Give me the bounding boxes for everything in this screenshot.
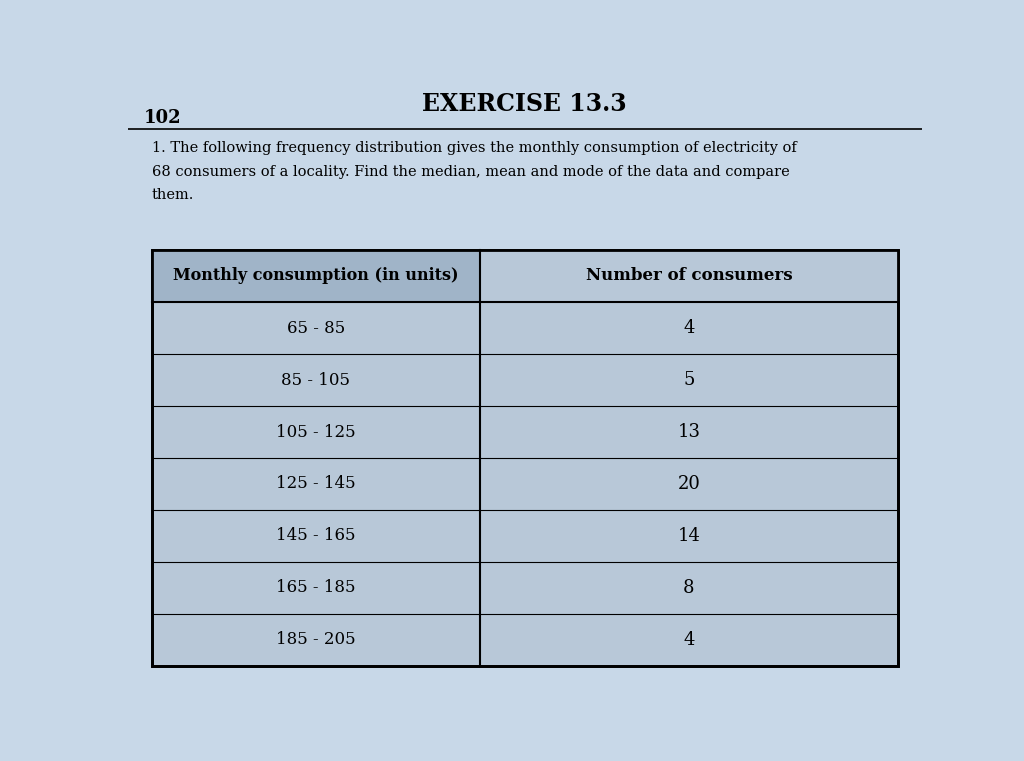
- Text: 4: 4: [683, 631, 694, 648]
- Bar: [480, 250, 898, 302]
- Text: Monthly consumption (in units): Monthly consumption (in units): [173, 267, 459, 285]
- Text: 165 - 185: 165 - 185: [276, 579, 355, 596]
- Text: 4: 4: [683, 319, 694, 337]
- Text: 185 - 205: 185 - 205: [276, 631, 355, 648]
- Text: 105 - 125: 105 - 125: [276, 424, 355, 441]
- Text: 1. The following frequency distribution gives the monthly consumption of electri: 1. The following frequency distribution …: [152, 141, 797, 155]
- Bar: [152, 250, 898, 666]
- Text: EXERCISE 13.3: EXERCISE 13.3: [423, 92, 627, 116]
- Text: 145 - 165: 145 - 165: [276, 527, 355, 544]
- Text: 13: 13: [678, 423, 700, 441]
- Bar: [152, 250, 898, 666]
- Text: Number of consumers: Number of consumers: [586, 267, 793, 285]
- Bar: [152, 250, 480, 302]
- Text: 8: 8: [683, 578, 694, 597]
- Text: 85 - 105: 85 - 105: [282, 371, 350, 389]
- Text: 125 - 145: 125 - 145: [276, 476, 355, 492]
- Text: them.: them.: [152, 188, 195, 202]
- Text: 14: 14: [678, 527, 700, 545]
- Text: 20: 20: [678, 475, 700, 493]
- Text: 102: 102: [143, 109, 181, 127]
- Text: 68 consumers of a locality. Find the median, mean and mode of the data and compa: 68 consumers of a locality. Find the med…: [152, 164, 790, 179]
- Text: 65 - 85: 65 - 85: [287, 320, 345, 336]
- Text: 5: 5: [683, 371, 694, 389]
